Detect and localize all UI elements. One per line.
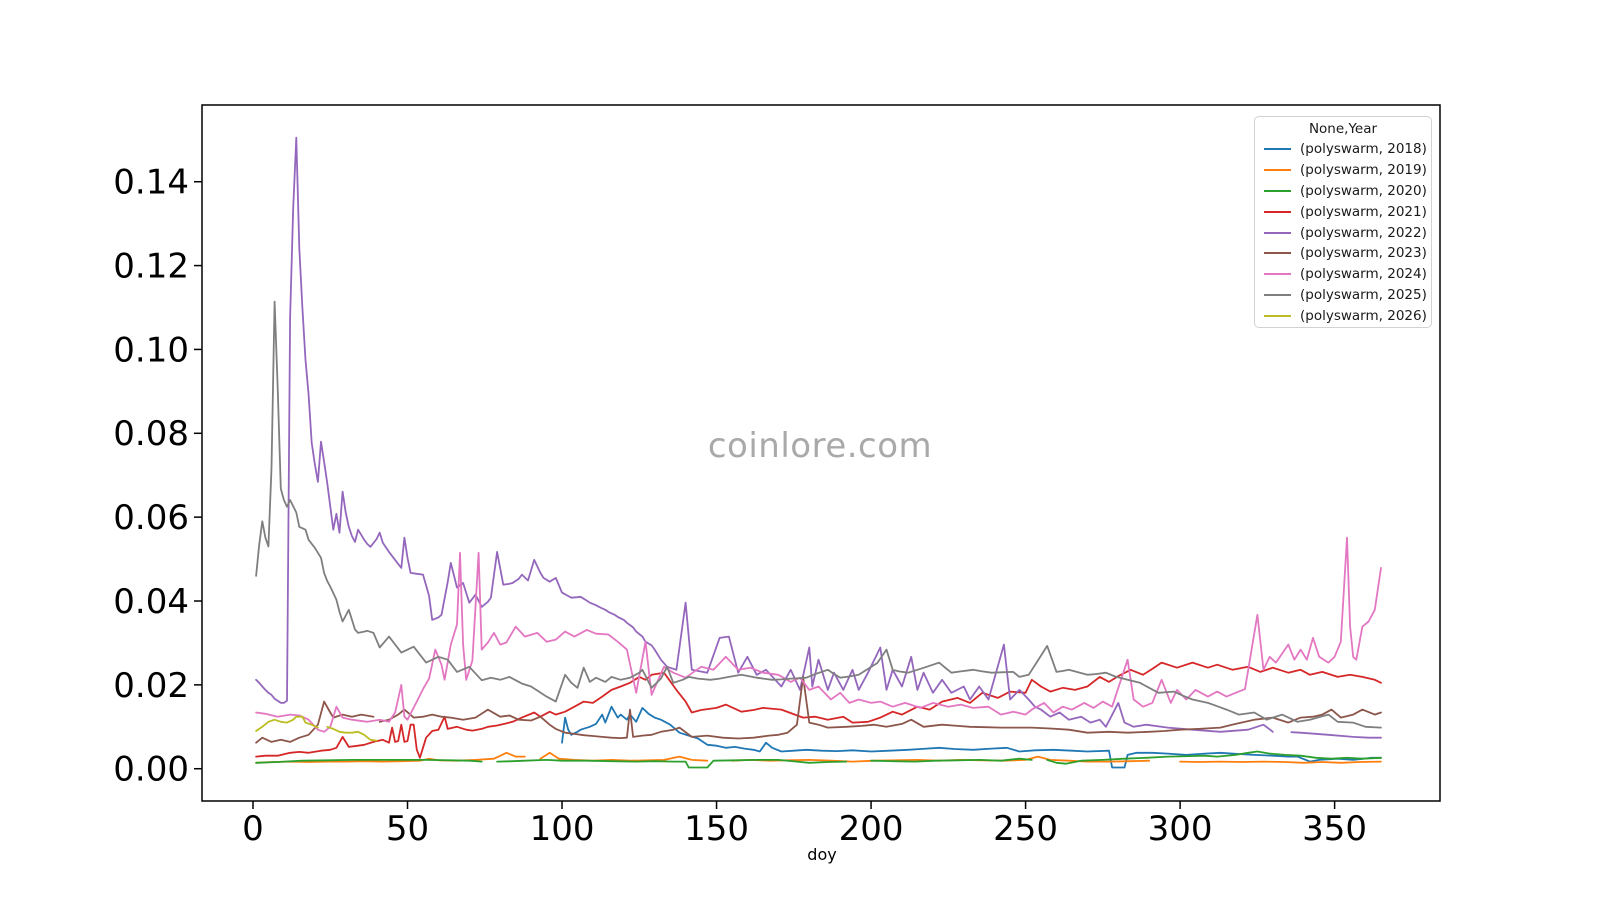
series-line-2026 [255, 715, 378, 742]
legend-entries: (polyswarm, 2018) (polyswarm, 2019) (polys… [1255, 139, 1431, 326]
legend-line-swatch-2024 [1264, 273, 1291, 276]
legend-label: (polyswarm, 2022) [1300, 224, 1427, 241]
y-tick-label: 0.00 [113, 750, 189, 790]
y-tick-label: 0.10 [113, 330, 189, 370]
legend-line-swatch-2026 [1264, 314, 1291, 317]
x-tick-label: 50 [386, 809, 429, 849]
x-tick-label: 200 [839, 809, 904, 849]
legend-label: (polyswarm, 2021) [1300, 203, 1427, 220]
x-axis-label: doy [807, 845, 837, 864]
series-line-2018 [561, 705, 1382, 769]
legend-label: (polyswarm, 2019) [1300, 162, 1427, 179]
legend-label: (polyswarm, 2020) [1300, 182, 1427, 199]
legend-entry-2025: (polyswarm, 2025) [1255, 285, 1431, 306]
watermark: coinlore.com [707, 426, 933, 466]
legend-line-swatch-2019 [1264, 169, 1291, 172]
series-line-2024 [255, 536, 1382, 733]
legend-line-swatch-2025 [1264, 293, 1291, 296]
y-tick-label: 0.06 [113, 498, 189, 538]
legend-entry-2019: (polyswarm, 2019) [1255, 160, 1431, 181]
legend-entry-2023: (polyswarm, 2023) [1255, 243, 1431, 264]
legend-label: (polyswarm, 2025) [1300, 286, 1427, 303]
y-tick-label: 0.02 [113, 666, 189, 706]
legend-title: None,Year [1308, 121, 1378, 137]
y-tick-label: 0.12 [113, 246, 189, 286]
legend-label: (polyswarm, 2023) [1300, 245, 1427, 262]
legend-entry-2024: (polyswarm, 2024) [1255, 264, 1431, 285]
legend-entry-2022: (polyswarm, 2022) [1255, 222, 1431, 243]
plot-area [201, 104, 1441, 802]
series-line-2022 [255, 136, 1382, 739]
legend-entry-2026: (polyswarm, 2026) [1255, 305, 1431, 326]
series-line-2020 [255, 750, 1382, 769]
x-tick-label: 0 [242, 809, 264, 849]
x-tick-label: 100 [530, 809, 595, 849]
legend-entry-2020: (polyswarm, 2020) [1255, 181, 1431, 202]
legend-line-swatch-2023 [1264, 252, 1291, 255]
x-tick-label: 250 [993, 809, 1058, 849]
y-tick-label: 0.14 [113, 163, 189, 203]
x-tick-label: 300 [1148, 809, 1213, 849]
legend-line-swatch-2021 [1264, 210, 1291, 213]
legend: None,Year (polyswarm, 2018) (polyswarm, 2… [1254, 116, 1432, 328]
legend-line-swatch-2022 [1264, 231, 1291, 234]
x-tick-label: 150 [684, 809, 749, 849]
series-line-2025 [255, 300, 1382, 729]
legend-entry-2018: (polyswarm, 2018) [1255, 139, 1431, 160]
legend-line-swatch-2018 [1264, 148, 1291, 151]
legend-label: (polyswarm, 2026) [1300, 307, 1427, 324]
legend-label: (polyswarm, 2018) [1300, 141, 1427, 158]
y-tick-label: 0.04 [113, 582, 189, 622]
series-line-2021 [255, 661, 1382, 759]
legend-entry-2021: (polyswarm, 2021) [1255, 201, 1431, 222]
series-line-2023 [255, 676, 1382, 744]
legend-line-swatch-2020 [1264, 189, 1291, 192]
y-tick-label: 0.08 [113, 414, 189, 454]
series-line-2019 [255, 751, 1382, 764]
x-tick-label: 350 [1302, 809, 1367, 849]
legend-label: (polyswarm, 2024) [1300, 266, 1427, 283]
